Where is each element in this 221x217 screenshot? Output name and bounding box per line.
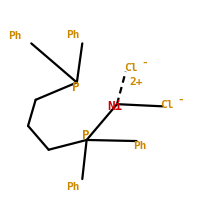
- Text: Ph: Ph: [66, 182, 79, 192]
- Text: Cl: Cl: [124, 63, 138, 73]
- Text: Cl: Cl: [160, 100, 174, 110]
- Text: Ph: Ph: [8, 31, 22, 41]
- Text: Ph: Ph: [66, 30, 79, 40]
- Text: 2+: 2+: [130, 77, 143, 87]
- Text: -: -: [142, 58, 149, 68]
- Text: P: P: [82, 129, 89, 142]
- Text: -: -: [178, 95, 184, 105]
- Text: P: P: [72, 81, 80, 94]
- Text: Ph: Ph: [133, 141, 147, 151]
- Text: Ni: Ni: [107, 100, 122, 113]
